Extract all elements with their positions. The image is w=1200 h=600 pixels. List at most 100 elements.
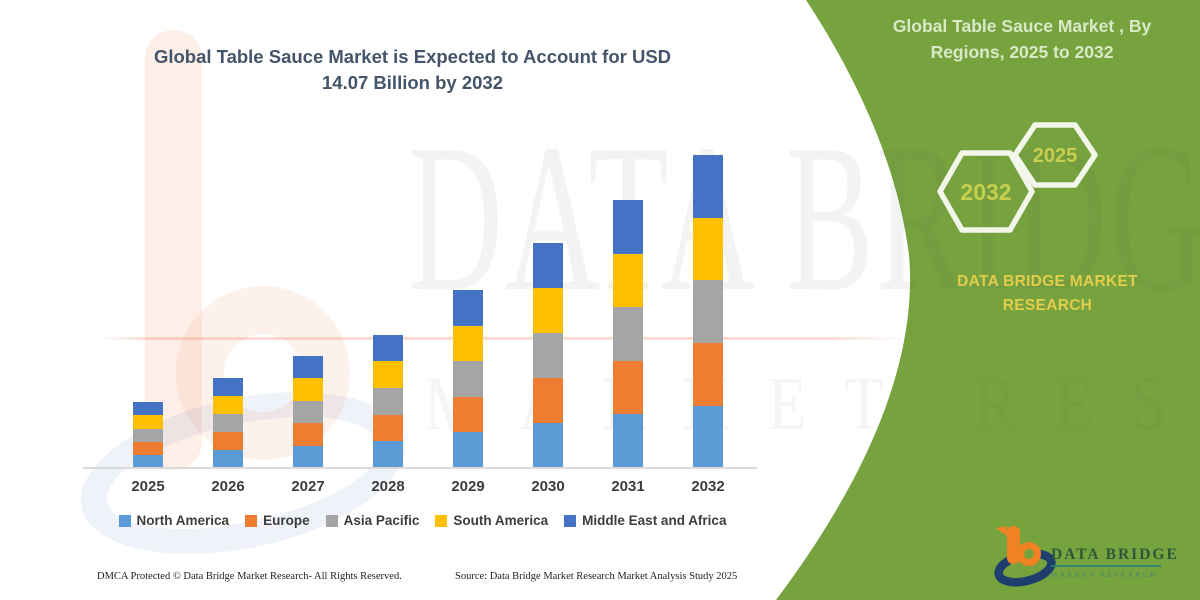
bar-segment-north-america <box>293 445 323 468</box>
chart-title-line1: Global Table Sauce Market is Expected to… <box>153 46 672 67</box>
bar-segment-asia-pacific <box>373 388 403 415</box>
brand-name-line2: RESEARCH <box>1002 297 1093 315</box>
bar-segment-north-america <box>133 454 163 468</box>
hexagon-2025-label: 2025 <box>1033 145 1078 167</box>
brand-name: DATA BRIDGE MARKET RESEARCH <box>925 270 1170 318</box>
copyright-text: DMCA Protected © Data Bridge Market Rese… <box>97 571 402 582</box>
bar-segment-europe <box>373 414 403 442</box>
bar-segment-north-america <box>613 414 643 468</box>
bar-2031 <box>613 200 643 468</box>
legend-swatch-middle-east-and-africa <box>564 514 577 527</box>
bar-2028 <box>373 334 403 468</box>
x-axis-line <box>83 467 757 469</box>
legend-swatch-europe <box>245 514 258 527</box>
bar-segment-asia-pacific <box>613 307 643 361</box>
logo-b-bowl-hole <box>1024 549 1034 559</box>
bar-segment-south-america <box>133 415 163 429</box>
bar-2030 <box>533 243 563 468</box>
chart-legend: North America Europe Asia Pacific South Ame… <box>85 513 760 528</box>
right-panel-title: Global Table Sauce Market , By Regions, … <box>852 13 1192 66</box>
legend-swatch-south-america <box>435 514 448 527</box>
bar-segment-europe <box>453 396 483 433</box>
x-axis-label-2028: 2028 <box>371 478 405 495</box>
x-axis-label-2031: 2031 <box>611 478 645 495</box>
bar-segment-middle-east-and-africa <box>293 356 323 379</box>
legend-swatch-north-america <box>118 514 131 527</box>
data-bridge-logo: DATA BRIDGE MARKET RESEARCH <box>994 526 1179 587</box>
bar-segment-middle-east-and-africa <box>453 290 483 326</box>
source-text: Source: Data Bridge Market Research Mark… <box>455 571 738 582</box>
x-axis-label-2029: 2029 <box>451 478 485 495</box>
bar-segment-south-america <box>213 396 243 415</box>
logo-b-stem-icon <box>1007 526 1020 564</box>
chart-title-line2: 14.07 Billion by 2032 <box>322 71 503 93</box>
legend-label-north-america: North America <box>136 513 230 528</box>
x-axis-label-2025: 2025 <box>131 478 165 495</box>
bar-segment-asia-pacific <box>133 428 163 442</box>
bar-segment-south-america <box>613 253 643 308</box>
bar-segment-north-america <box>373 441 403 468</box>
bar-segment-south-america <box>293 378 323 401</box>
bar-segment-south-america <box>693 217 723 281</box>
x-axis-label-2032: 2032 <box>691 478 725 495</box>
legend-label-south-america: South America <box>453 513 549 528</box>
bar-2029 <box>453 290 483 468</box>
bar-segment-middle-east-and-africa <box>693 155 723 218</box>
bar-segment-north-america <box>693 405 723 468</box>
legend-label-middle-east-and-africa: Middle East and Africa <box>582 513 727 528</box>
bar-segment-middle-east-and-africa <box>133 402 163 416</box>
legend-label-asia-pacific: Asia Pacific <box>343 513 420 528</box>
legend-item-south-america: South America <box>435 513 548 528</box>
bar-segment-south-america <box>453 325 483 362</box>
bar-2025 <box>133 402 163 468</box>
bar-segment-asia-pacific <box>213 414 243 432</box>
logo-b-flag-icon <box>996 526 1007 536</box>
legend-item-asia-pacific: Asia Pacific <box>325 513 420 528</box>
bar-2032 <box>693 155 723 468</box>
hexagon-2032-label: 2032 <box>960 179 1011 205</box>
bar-segment-asia-pacific <box>453 361 483 397</box>
right-panel-title-line1: Global Table Sauce Market , By <box>892 16 1152 36</box>
bar-segment-europe <box>293 423 323 446</box>
x-axis-label-2027: 2027 <box>291 478 325 495</box>
bar-segment-europe <box>693 342 723 406</box>
brand-name-line1: DATA BRIDGE MARKET <box>957 273 1138 290</box>
legend-label-europe: Europe <box>263 513 310 528</box>
right-panel-title-line2: Regions, 2025 to 2032 <box>930 42 1114 63</box>
hexagon-2032-icon <box>937 150 1035 233</box>
logo-wordmark: DATA BRIDGE <box>1051 546 1179 563</box>
watermark-underline <box>100 337 905 340</box>
bar-segment-north-america <box>533 423 563 468</box>
x-axis-label-2030: 2030 <box>531 478 565 495</box>
legend-item-europe: Europe <box>245 513 310 528</box>
legend-item-north-america: North America <box>118 513 230 528</box>
bar-segment-europe <box>213 432 243 450</box>
bar-segment-middle-east-and-africa <box>373 334 403 362</box>
bar-segment-south-america <box>533 288 563 334</box>
footer: DMCA Protected © Data Bridge Market Rese… <box>0 571 780 591</box>
logo-divider-line <box>1051 565 1161 567</box>
bar-segment-middle-east-and-africa <box>213 378 243 397</box>
bar-segment-europe <box>533 378 563 424</box>
logo-subtext: MARKET RESEARCH <box>1051 571 1158 579</box>
bar-segment-asia-pacific <box>533 333 563 379</box>
bar-segment-europe <box>133 441 163 455</box>
chart-title: Global Table Sauce Market is Expected to… <box>130 44 695 96</box>
hexagon-2025-icon <box>1012 122 1098 188</box>
bar-segment-south-america <box>373 361 403 389</box>
legend-swatch-asia-pacific <box>325 514 338 527</box>
bar-segment-north-america <box>213 450 243 468</box>
x-axis-label-2026: 2026 <box>211 478 245 495</box>
bar-2026 <box>213 378 243 468</box>
bar-segment-asia-pacific <box>693 280 723 343</box>
year-hexagon-badges: 2032 2025 <box>937 122 1098 233</box>
bar-segment-europe <box>613 360 643 415</box>
bar-segment-middle-east-and-africa <box>533 243 563 289</box>
bar-segment-middle-east-and-africa <box>613 200 643 254</box>
bar-2027 <box>293 356 323 468</box>
bar-segment-asia-pacific <box>293 400 323 424</box>
bar-segment-north-america <box>453 432 483 468</box>
legend-item-middle-east-and-africa: Middle East and Africa <box>564 513 726 528</box>
